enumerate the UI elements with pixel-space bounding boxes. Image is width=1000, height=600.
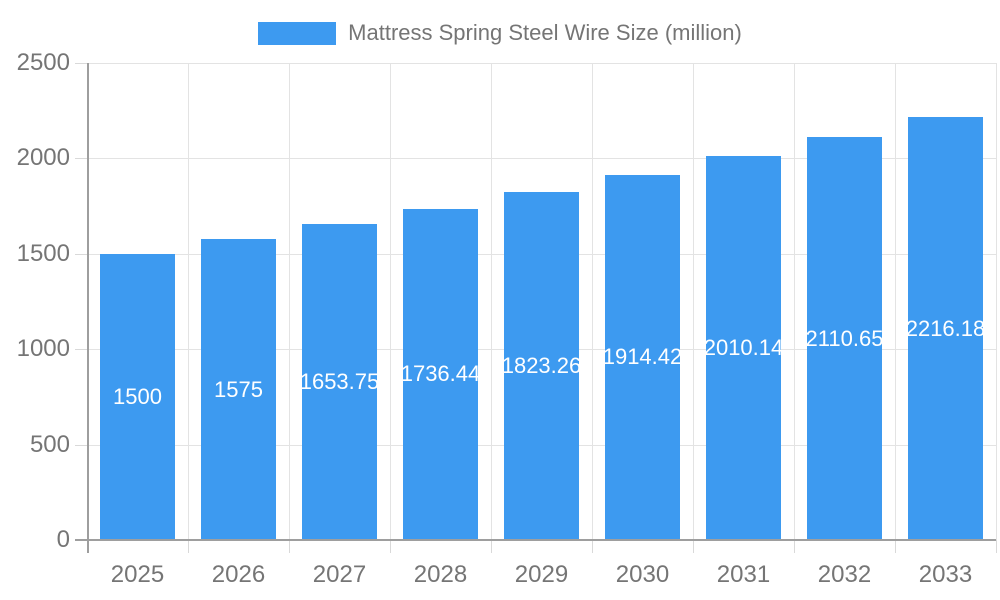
bar[interactable]: 1736.44 xyxy=(400,208,481,540)
v-gridline xyxy=(794,63,795,540)
bar[interactable]: 2010.14 xyxy=(703,156,784,540)
y-axis-tick-label: 1000 xyxy=(16,335,70,363)
x-axis-tick-label: 2027 xyxy=(312,561,367,588)
bar[interactable]: 1575 xyxy=(201,239,276,540)
y-tick-mark xyxy=(75,349,87,351)
bar-value-label: 1653.75 xyxy=(299,369,380,395)
v-gridline xyxy=(188,63,189,540)
y-axis-line xyxy=(87,63,89,553)
y-tick-mark xyxy=(75,158,87,160)
x-tick-mark xyxy=(996,540,997,553)
legend-swatch-icon xyxy=(258,21,337,45)
y-axis-tick-label: 2000 xyxy=(16,144,70,172)
bar[interactable]: 2110.65 xyxy=(805,137,884,540)
x-axis-tick-label: 2029 xyxy=(514,561,569,588)
x-axis-tick-label: 2032 xyxy=(817,561,872,588)
x-tick-mark xyxy=(693,540,694,553)
bar-value-label: 1500 xyxy=(113,383,162,409)
v-gridline xyxy=(693,63,694,540)
v-gridline xyxy=(592,63,593,540)
x-tick-mark xyxy=(188,540,189,553)
bar-value-label: 2010.14 xyxy=(703,335,784,361)
x-axis-tick-label: 2030 xyxy=(615,561,670,588)
x-axis-tick-label: 2028 xyxy=(413,561,468,588)
bar-value-label: 1736.44 xyxy=(400,361,481,387)
x-axis-tick-label: 2026 xyxy=(211,561,266,588)
bar[interactable]: 1914.42 xyxy=(602,174,683,540)
bar[interactable]: 1653.75 xyxy=(299,224,380,540)
h-gridline xyxy=(87,63,996,64)
x-tick-mark xyxy=(390,540,391,553)
bar-value-label: 2110.65 xyxy=(805,325,884,351)
x-tick-mark xyxy=(895,540,896,553)
v-gridline xyxy=(390,63,391,540)
y-tick-mark xyxy=(75,444,87,446)
v-gridline xyxy=(895,63,896,540)
x-axis-tick-label: 2025 xyxy=(110,561,165,588)
y-axis-tick-label: 2500 xyxy=(16,49,70,76)
y-tick-mark xyxy=(75,253,87,255)
x-tick-mark xyxy=(491,540,492,553)
bar[interactable]: 1823.26 xyxy=(501,192,582,540)
bar-value-label: 2216.18 xyxy=(905,315,986,341)
x-tick-mark xyxy=(592,540,593,553)
v-gridline xyxy=(289,63,290,540)
h-gridline xyxy=(87,158,996,160)
bar[interactable]: 2216.18 xyxy=(905,117,986,540)
bar-value-label: 1914.42 xyxy=(602,344,683,370)
y-axis-tick-label: 500 xyxy=(29,430,70,458)
bar-value-label: 1823.26 xyxy=(501,353,582,379)
y-axis-tick-label: 0 xyxy=(56,526,70,553)
bar-value-label: 1575 xyxy=(214,376,263,402)
v-gridline xyxy=(996,63,997,540)
x-tick-mark xyxy=(289,540,290,553)
x-axis-tick-label: 2031 xyxy=(716,561,771,588)
v-gridline xyxy=(491,63,492,540)
bar[interactable]: 1500 xyxy=(100,253,175,540)
x-tick-mark xyxy=(794,540,795,553)
legend-item[interactable]: Mattress Spring Steel Wire Size (million… xyxy=(258,20,742,46)
x-axis-line xyxy=(75,539,996,541)
y-axis-tick-label: 1500 xyxy=(16,239,70,267)
legend-label: Mattress Spring Steel Wire Size (million… xyxy=(348,20,742,45)
y-tick-mark xyxy=(75,63,87,64)
x-axis-tick-label: 2033 xyxy=(918,561,973,588)
legend: Mattress Spring Steel Wire Size (million… xyxy=(0,20,1000,46)
